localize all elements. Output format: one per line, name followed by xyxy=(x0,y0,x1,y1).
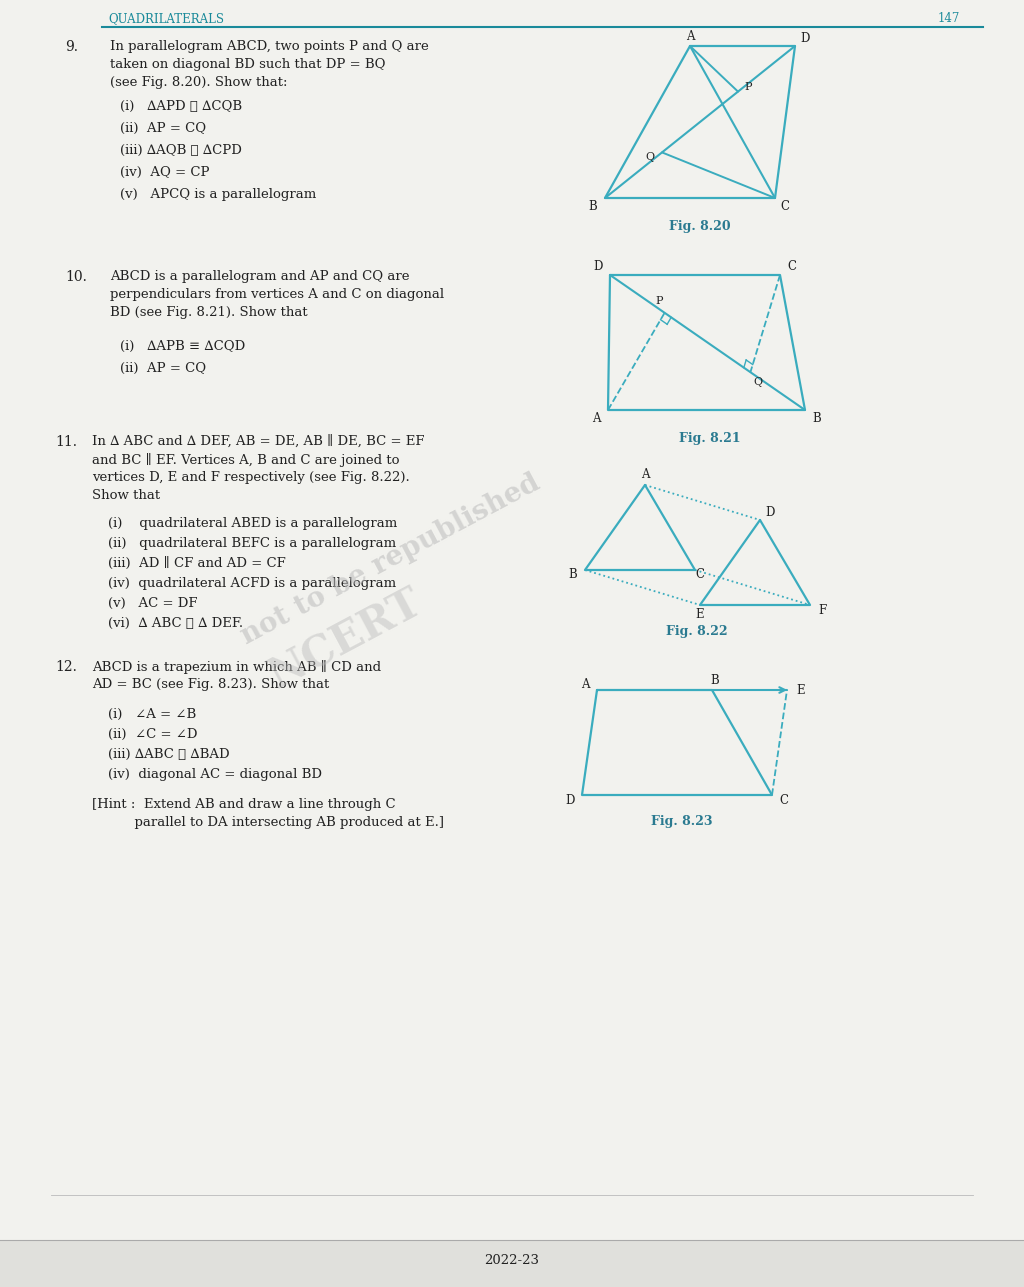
Text: (iii)  AD ∥ CF and AD = CF: (iii) AD ∥ CF and AD = CF xyxy=(108,557,286,570)
Text: B: B xyxy=(589,199,597,212)
Text: A: A xyxy=(592,412,600,425)
Text: A: A xyxy=(641,468,649,481)
Text: P: P xyxy=(744,81,752,91)
Text: Fig. 8.21: Fig. 8.21 xyxy=(679,432,740,445)
Text: (iv)  AQ = CP: (iv) AQ = CP xyxy=(120,166,210,179)
Text: D: D xyxy=(801,31,810,45)
Text: Q: Q xyxy=(754,377,763,387)
Text: A: A xyxy=(581,677,589,691)
Text: C: C xyxy=(779,794,788,807)
Text: (vi)  ∆ ABC ≅ ∆ DEF.: (vi) ∆ ABC ≅ ∆ DEF. xyxy=(108,616,243,631)
Text: C: C xyxy=(695,569,705,582)
Text: F: F xyxy=(818,604,826,616)
Text: (iii) ∆AQB ≅ ∆CPD: (iii) ∆AQB ≅ ∆CPD xyxy=(120,144,242,157)
Text: (iv)  diagonal AC = diagonal BD: (iv) diagonal AC = diagonal BD xyxy=(108,768,322,781)
Text: 10.: 10. xyxy=(65,270,87,284)
Text: (iii) ∆ABC ≅ ∆BAD: (iii) ∆ABC ≅ ∆BAD xyxy=(108,748,229,761)
Text: AD = BC (see Fig. 8.23). Show that: AD = BC (see Fig. 8.23). Show that xyxy=(92,678,330,691)
Text: (v)   APCQ is a parallelogram: (v) APCQ is a parallelogram xyxy=(120,188,316,201)
Text: vertices D, E and F respectively (see Fig. 8.22).: vertices D, E and F respectively (see Fi… xyxy=(92,471,410,484)
Text: (i)   ∆APD ≅ ∆CQB: (i) ∆APD ≅ ∆CQB xyxy=(120,100,242,113)
Text: (iv)  quadrilateral ACFD is a parallelogram: (iv) quadrilateral ACFD is a parallelogr… xyxy=(108,577,396,589)
Text: Q: Q xyxy=(645,152,654,162)
Text: (see Fig. 8.20). Show that:: (see Fig. 8.20). Show that: xyxy=(110,76,288,89)
Text: P: P xyxy=(655,296,664,306)
Text: (ii)  AP = CQ: (ii) AP = CQ xyxy=(120,122,206,135)
Text: B: B xyxy=(711,673,720,686)
Text: 9.: 9. xyxy=(65,40,78,54)
Text: C: C xyxy=(780,199,790,212)
Text: 12.: 12. xyxy=(55,660,77,674)
Text: (ii)  AP = CQ: (ii) AP = CQ xyxy=(120,362,206,375)
Bar xyxy=(0,1239,1024,1287)
Text: ABCD is a trapezium in which AB ∥ CD and: ABCD is a trapezium in which AB ∥ CD and xyxy=(92,660,381,674)
Text: A: A xyxy=(686,30,694,42)
Text: Fig. 8.22: Fig. 8.22 xyxy=(667,625,728,638)
Text: (i)   ∆APB ≡ ∆CQD: (i) ∆APB ≡ ∆CQD xyxy=(120,340,246,353)
Text: D: D xyxy=(593,260,603,274)
Text: (ii)   quadrilateral BEFC is a parallelogram: (ii) quadrilateral BEFC is a parallelogr… xyxy=(108,537,396,550)
Text: BD (see Fig. 8.21). Show that: BD (see Fig. 8.21). Show that xyxy=(110,306,307,319)
Text: In ∆ ABC and ∆ DEF, AB = DE, AB ∥ DE, BC = EF: In ∆ ABC and ∆ DEF, AB = DE, AB ∥ DE, BC… xyxy=(92,435,425,448)
Text: E: E xyxy=(695,609,705,622)
Text: QUADRILATERALS: QUADRILATERALS xyxy=(108,12,224,24)
Text: Show that: Show that xyxy=(92,489,160,502)
Text: parallel to DA intersecting AB produced at E.]: parallel to DA intersecting AB produced … xyxy=(92,816,444,829)
Text: Fig. 8.23: Fig. 8.23 xyxy=(651,815,713,828)
Text: (ii)  ∠C = ∠D: (ii) ∠C = ∠D xyxy=(108,728,198,741)
Text: 147: 147 xyxy=(938,12,961,24)
Text: 2022-23: 2022-23 xyxy=(484,1254,540,1266)
Text: (v)   AC = DF: (v) AC = DF xyxy=(108,597,198,610)
Text: E: E xyxy=(797,683,805,696)
Text: and BC ∥ EF. Vertices A, B and C are joined to: and BC ∥ EF. Vertices A, B and C are joi… xyxy=(92,453,399,467)
Text: NCERT: NCERT xyxy=(261,582,429,698)
Text: In parallelogram ABCD, two points P and Q are: In parallelogram ABCD, two points P and … xyxy=(110,40,429,53)
Text: [Hint :  Extend AB and draw a line through C: [Hint : Extend AB and draw a line throug… xyxy=(92,798,395,811)
Text: Fig. 8.20: Fig. 8.20 xyxy=(670,220,731,233)
Text: (i)   ∠A = ∠B: (i) ∠A = ∠B xyxy=(108,708,197,721)
Text: C: C xyxy=(787,260,797,274)
Text: (i)    quadrilateral ABED is a parallelogram: (i) quadrilateral ABED is a parallelogra… xyxy=(108,517,397,530)
Text: not to be republished: not to be republished xyxy=(236,470,544,650)
Text: taken on diagonal BD such that DP = BQ: taken on diagonal BD such that DP = BQ xyxy=(110,58,385,71)
Text: ABCD is a parallelogram and AP and CQ are: ABCD is a parallelogram and AP and CQ ar… xyxy=(110,270,410,283)
Text: D: D xyxy=(565,794,574,807)
Text: B: B xyxy=(568,569,578,582)
Text: D: D xyxy=(765,506,775,519)
Text: perpendiculars from vertices A and C on diagonal: perpendiculars from vertices A and C on … xyxy=(110,288,444,301)
Text: 11.: 11. xyxy=(55,435,77,449)
Text: B: B xyxy=(813,412,821,425)
